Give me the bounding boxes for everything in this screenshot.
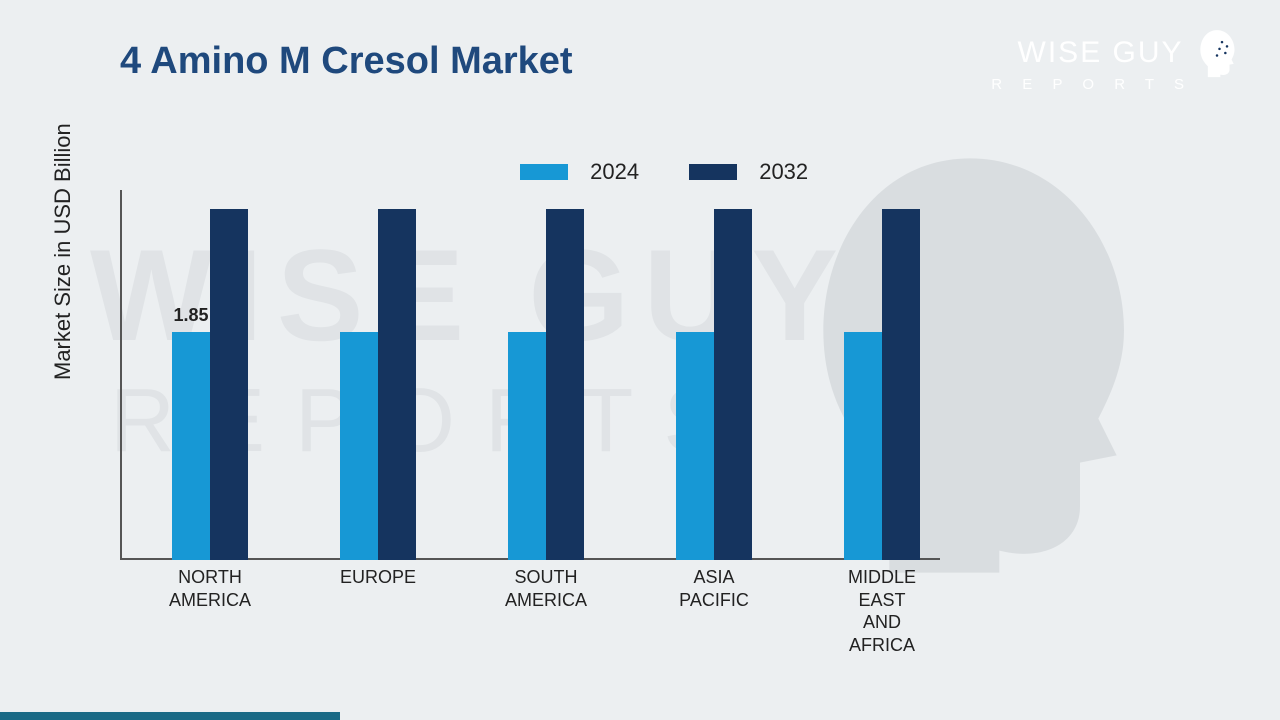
category-label: MIDDLE EAST AND AFRICA — [812, 560, 952, 656]
category-label: SOUTH AMERICA — [476, 560, 616, 611]
bar-2024 — [676, 332, 714, 560]
logo-line1: WISE GUY — [1018, 36, 1184, 70]
chart-canvas: WISE GUY R E P O R T S 4 Amino M Cresol … — [0, 0, 1280, 720]
bottom-accent-bar — [0, 712, 340, 720]
logo-line2: R E P O R T S — [991, 76, 1192, 93]
legend-item-2032: 2032 — [689, 158, 808, 185]
legend-label-2032: 2032 — [759, 159, 808, 184]
category-label: NORTH AMERICA — [140, 560, 280, 611]
legend: 2024 2032 — [520, 158, 808, 185]
legend-item-2024: 2024 — [520, 158, 639, 185]
chart-title: 4 Amino M Cresol Market — [120, 40, 573, 83]
bar-2032 — [210, 209, 248, 561]
bar-2024 — [172, 332, 210, 560]
bar-2032 — [546, 209, 584, 561]
legend-swatch-2032 — [689, 164, 737, 180]
y-axis-label: Market Size in USD Billion — [50, 123, 76, 380]
bar-2024 — [844, 332, 882, 560]
logo-head-icon — [1194, 28, 1240, 78]
legend-label-2024: 2024 — [590, 159, 639, 184]
bar-2024 — [508, 332, 546, 560]
legend-swatch-2024 — [520, 164, 568, 180]
bar-2024 — [340, 332, 378, 560]
bar-2032 — [378, 209, 416, 561]
bar-value-label: 1.85 — [173, 305, 208, 326]
brand-logo: WISE GUY R E P O R T S — [991, 28, 1240, 93]
plot-area: NORTH AMERICAEUROPESOUTH AMERICAASIA PAC… — [120, 190, 940, 560]
category-label: EUROPE — [308, 560, 448, 589]
bar-2032 — [882, 209, 920, 561]
bar-2032 — [714, 209, 752, 561]
category-label: ASIA PACIFIC — [644, 560, 784, 611]
y-axis-line — [120, 190, 122, 560]
